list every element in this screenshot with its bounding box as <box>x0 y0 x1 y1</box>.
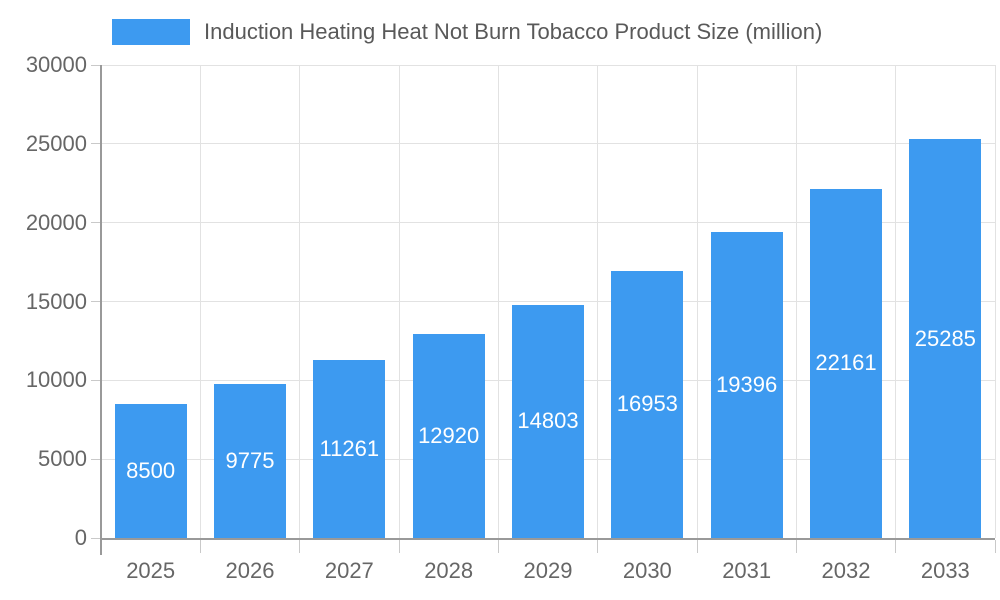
y-gridline <box>101 64 995 66</box>
x-gridline <box>299 65 301 538</box>
x-tick <box>199 540 201 553</box>
legend-item[interactable]: Induction Heating Heat Not Burn Tobacco … <box>112 19 822 45</box>
bar-2029 <box>512 304 584 538</box>
x-axis-label: 2029 <box>523 558 573 583</box>
x-gridline <box>199 65 201 538</box>
bar-2026 <box>214 383 286 538</box>
bar-2033 <box>909 139 982 538</box>
x-axis-label: 2026 <box>225 558 275 583</box>
y-gridline <box>101 143 995 145</box>
x-axis-label: 2027 <box>324 558 374 583</box>
bar-2032 <box>810 188 882 538</box>
x-tick <box>497 540 499 553</box>
x-tick <box>795 540 797 553</box>
bar-value-label: 16953 <box>616 391 678 417</box>
y-axis-label: 30000 <box>25 52 87 77</box>
x-tick <box>597 540 599 553</box>
x-gridline <box>398 65 400 538</box>
bar-value-label: 9775 <box>225 447 275 473</box>
x-axis-label: 2028 <box>424 558 474 583</box>
y-tick <box>91 143 101 145</box>
y-axis-label: 20000 <box>25 209 87 235</box>
x-axis-label: 2030 <box>622 558 672 583</box>
x-gridline <box>795 65 797 538</box>
bar-2027 <box>313 360 386 538</box>
bar-value-label: 8500 <box>126 457 176 483</box>
bar-value-label: 12920 <box>418 423 480 449</box>
legend-swatch-icon <box>112 19 190 45</box>
bar-2031 <box>710 232 783 538</box>
x-tick <box>994 540 996 553</box>
legend-label: Induction Heating Heat Not Burn Tobacco … <box>204 19 823 44</box>
bar-value-label: 25285 <box>914 325 976 351</box>
x-gridline <box>696 65 698 538</box>
x-tick <box>696 540 698 553</box>
bar-2028 <box>412 334 485 538</box>
y-axis-label: 10000 <box>25 367 87 393</box>
bar-2030 <box>611 270 684 538</box>
y-tick <box>91 301 101 302</box>
y-axis-label: 15000 <box>25 288 87 314</box>
y-tick <box>91 64 101 66</box>
y-axis-label: 5000 <box>38 446 87 472</box>
bar-2025 <box>114 403 187 538</box>
y-tick <box>91 222 101 224</box>
x-axis-label: 2025 <box>126 558 176 583</box>
x-tick <box>895 540 897 553</box>
x-gridline <box>497 65 499 538</box>
y-gridline <box>101 222 995 224</box>
x-tick <box>299 540 301 553</box>
x-gridline <box>994 65 996 538</box>
y-tick <box>91 379 101 381</box>
y-tick <box>91 537 101 539</box>
x-axis-label: 2031 <box>722 558 772 583</box>
bar-value-label: 11261 <box>319 436 380 462</box>
x-axis-line <box>100 538 995 540</box>
y-tick <box>91 458 101 460</box>
x-axis-label: 2032 <box>821 558 871 583</box>
y-axis-label: 0 <box>74 525 87 550</box>
y-axis-label: 25000 <box>25 130 87 156</box>
bar-value-label: 22161 <box>815 350 877 376</box>
bar-value-label: 14803 <box>517 408 579 434</box>
y-gridline <box>101 301 995 302</box>
bar-value-label: 19396 <box>716 372 778 398</box>
x-gridline <box>895 65 897 538</box>
y-axis-line <box>100 65 102 555</box>
x-gridline <box>597 65 599 538</box>
x-axis-label: 2033 <box>920 558 970 583</box>
x-tick <box>398 540 400 553</box>
